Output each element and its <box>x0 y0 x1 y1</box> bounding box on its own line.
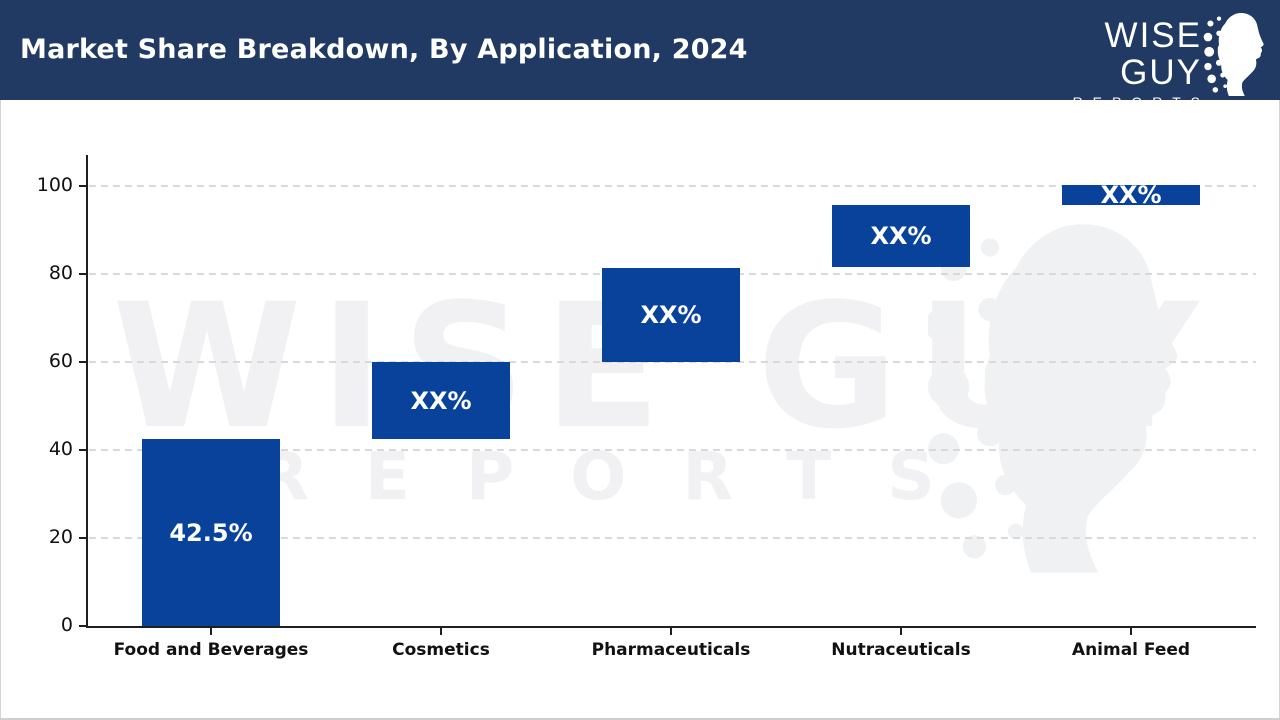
x-tick-label-cosmetics: Cosmetics <box>392 640 490 660</box>
x-tick-mark-pharmaceuticals <box>670 628 672 635</box>
bar-value-label-nutraceuticals: XX% <box>870 221 932 250</box>
bar-value-label-cosmetics: XX% <box>410 386 472 415</box>
bar-pharmaceuticals: XX% <box>602 267 740 362</box>
y-tick-label-40: 40 <box>48 438 73 460</box>
gridline-20 <box>89 537 1256 539</box>
y-tick-mark-20 <box>79 537 87 539</box>
y-tick-label-20: 20 <box>48 526 73 548</box>
x-tick-mark-animal-feed <box>1130 628 1132 635</box>
y-tick-mark-60 <box>79 361 87 363</box>
wise-guy-head-watermark-icon <box>928 224 1178 573</box>
y-tick-mark-100 <box>79 185 87 187</box>
page-title: Market Share Breakdown, By Application, … <box>20 34 748 65</box>
x-tick-mark-nutraceuticals <box>900 628 902 635</box>
x-axis-line <box>86 626 1256 628</box>
y-tick-mark-80 <box>79 273 87 275</box>
logo-wordmark: WISE GUY <box>1104 16 1202 92</box>
y-tick-label-80: 80 <box>48 262 73 284</box>
wise-guy-reports-logo: WISE GUY REPORTS <box>1020 6 1270 110</box>
bar-value-label-pharmaceuticals: XX% <box>640 300 702 329</box>
y-tick-label-100: 100 <box>36 174 73 196</box>
gridline-60 <box>89 361 1256 363</box>
y-axis-line <box>86 155 88 628</box>
x-tick-mark-food-and-beverages <box>210 628 212 635</box>
y-tick-label-60: 60 <box>48 350 73 372</box>
bar-value-label-animal-feed: XX% <box>1100 180 1162 209</box>
logo-text: WISE GUY REPORTS <box>1020 16 1202 109</box>
x-tick-mark-cosmetics <box>440 628 442 635</box>
y-tick-label-0: 0 <box>60 614 73 636</box>
x-tick-label-food-and-beverages: Food and Beverages <box>113 640 309 660</box>
y-tick-mark-0 <box>79 625 87 627</box>
x-tick-label-nutraceuticals: Nutraceuticals <box>831 640 971 660</box>
gridline-100 <box>89 185 1256 187</box>
bar-animal-feed: XX% <box>1062 181 1200 209</box>
x-tick-label-animal-feed: Animal Feed <box>1071 640 1191 660</box>
x-tick-label-pharmaceuticals: Pharmaceuticals <box>591 640 751 660</box>
gridline-40 <box>89 449 1256 451</box>
header-bar: Market Share Breakdown, By Application, … <box>0 0 1280 110</box>
wise-guy-head-logo-icon <box>1203 13 1264 96</box>
y-tick-mark-40 <box>79 449 87 451</box>
logo-subtitle: REPORTS <box>1072 93 1210 110</box>
bar-food-and-beverages: 42.5% <box>142 439 280 626</box>
bar-cosmetics: XX% <box>372 362 510 439</box>
bar-value-label-food-and-beverages: 42.5% <box>169 518 253 547</box>
bar-nutraceuticals: XX% <box>832 204 970 267</box>
